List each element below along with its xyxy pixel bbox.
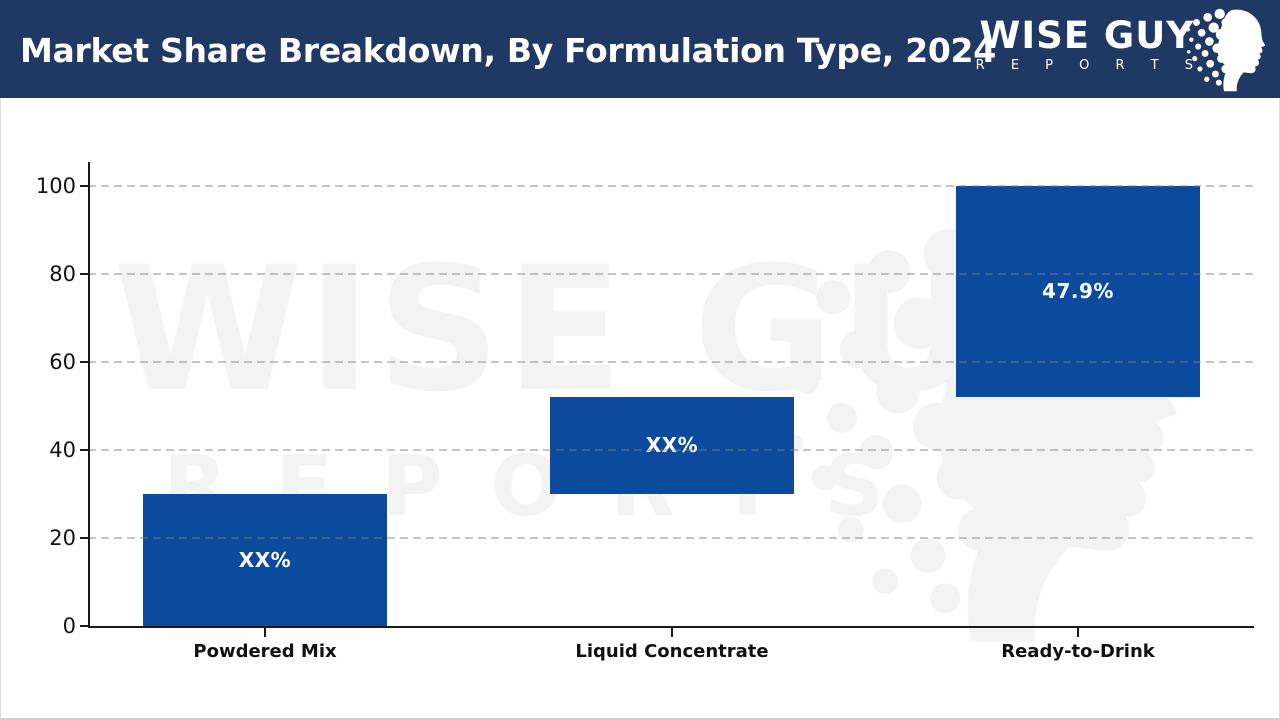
x-axis-line — [88, 626, 1254, 628]
gridline-40 — [88, 449, 1254, 451]
y-tick-label: 40 — [49, 438, 76, 462]
y-tick-label: 80 — [49, 262, 76, 286]
page-title: Market Share Breakdown, By Formulation T… — [20, 30, 996, 70]
y-tick-mark — [80, 449, 88, 451]
category-label: Ready-to-Drink — [1001, 641, 1155, 662]
gridlines — [1, 98, 1279, 718]
logo-head-icon — [1178, 7, 1270, 93]
y-tick-mark — [80, 537, 88, 539]
y-tick-label: 100 — [35, 174, 76, 198]
x-tick-mark — [1077, 628, 1079, 637]
y-tick-mark — [80, 273, 88, 275]
brand-logo: WISE GUY R E P O R T S — [976, 3, 1266, 95]
category-label: Liquid Concentrate — [575, 641, 769, 662]
y-tick-mark — [80, 185, 88, 187]
bar-segment: XX% — [550, 396, 794, 494]
chart-canvas: WISE GUY REPORTS XX% XX% 47.9% 0 20 40 60 80 10… — [0, 98, 1280, 720]
y-axis-line — [88, 162, 90, 628]
x-tick-mark — [671, 628, 673, 637]
y-tick-mark — [80, 361, 88, 363]
x-tick-mark — [264, 628, 266, 637]
logo-wordmark: WISE GUY R E P O R T S — [970, 14, 1204, 73]
gridline-80 — [88, 273, 1254, 275]
logo-subtitle: R E P O R T S — [975, 57, 1204, 73]
category-label: Powdered Mix — [193, 641, 337, 662]
header-banner: Market Share Breakdown, By Formulation T… — [0, 0, 1280, 98]
y-tick-label: 0 — [62, 614, 76, 638]
logo-name: WISE GUY — [979, 14, 1195, 57]
gridline-100 — [88, 185, 1254, 187]
gridline-20 — [88, 537, 1254, 539]
y-tick-mark — [80, 625, 88, 627]
y-tick-label: 60 — [49, 350, 76, 374]
y-tick-label: 20 — [49, 526, 76, 550]
bar-value-label: XX% — [645, 433, 699, 458]
axes: 0 20 40 60 80 100 Powdered Mix Liquid Concentra… — [1, 98, 1279, 718]
bar-value-label: XX% — [238, 548, 292, 572]
bar-segment: XX% — [143, 494, 387, 626]
gridline-60 — [88, 361, 1254, 363]
